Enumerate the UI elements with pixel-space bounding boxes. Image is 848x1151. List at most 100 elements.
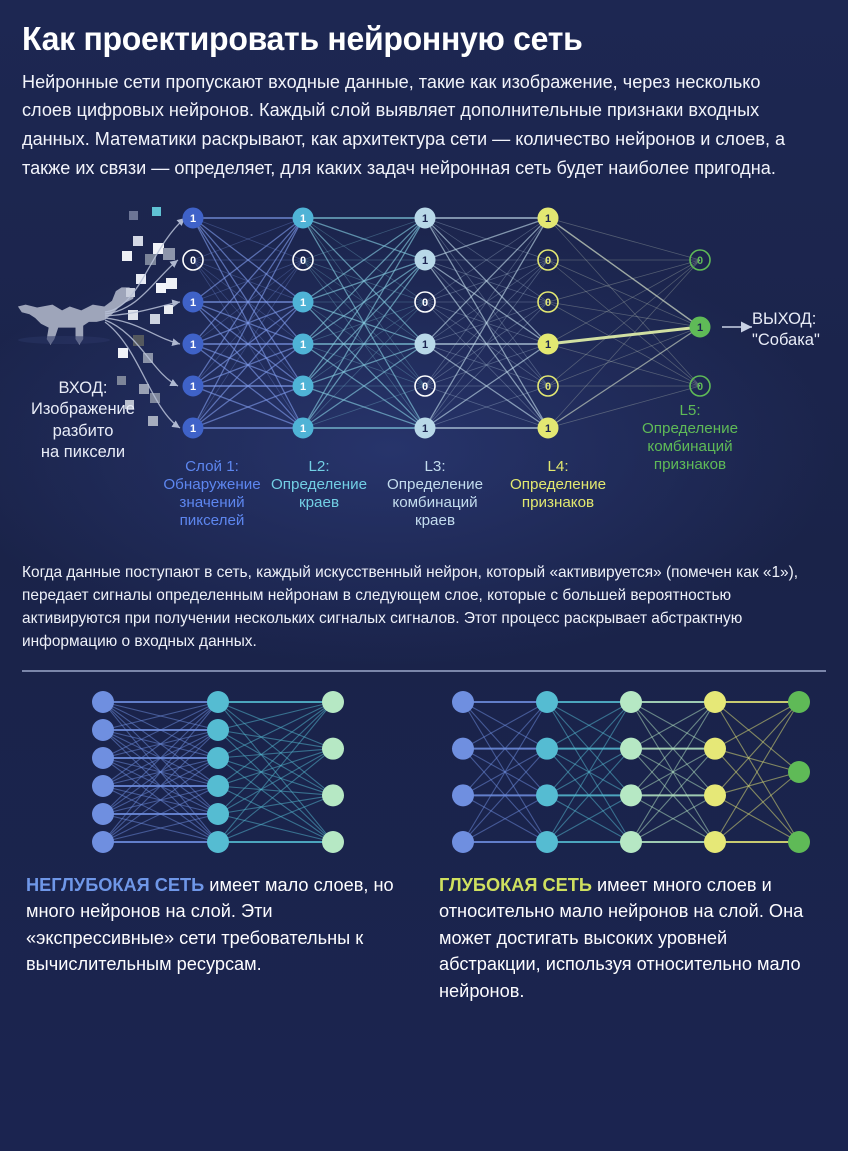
neuron-1-1 — [206, 718, 229, 741]
svg-text:0: 0 — [545, 381, 551, 393]
svg-text:0: 0 — [300, 255, 306, 267]
neuron-L4-4: 0 — [537, 375, 559, 397]
neuron-2-0 — [321, 690, 344, 713]
svg-text:1: 1 — [190, 381, 196, 393]
neuron-L1-3: 1 — [182, 333, 204, 355]
neuron-L1-4: 1 — [182, 375, 204, 397]
neuron-L4-3: 1 — [537, 333, 559, 355]
neuron-L3-4: 0 — [414, 375, 436, 397]
neuron-L4-1: 0 — [537, 249, 559, 271]
neuron-1-0 — [535, 690, 558, 713]
neuron-L3-0: 1 — [414, 207, 436, 229]
neuron-0-0 — [91, 690, 114, 713]
svg-text:1: 1 — [190, 423, 196, 435]
neuron-3-0 — [703, 690, 726, 713]
neuron-L5-0: 0 — [689, 249, 711, 271]
svg-text:1: 1 — [545, 423, 551, 435]
neuron-L5-2: 0 — [689, 375, 711, 397]
neuron-2-1 — [619, 737, 642, 760]
layer-heading-L5: L5: — [679, 402, 701, 420]
input-label-line4: на пиксели — [40, 443, 126, 462]
shallow-column: НЕГЛУБОКАЯ СЕТЬ имеет мало слоев, но мно… — [14, 686, 421, 1005]
layer-heading-L1: Слой 1: — [185, 458, 239, 476]
layer-body-L1: Обнаружение значений пикселей — [163, 475, 261, 529]
neuron-0-4 — [91, 802, 114, 825]
neuron-4-2 — [787, 830, 810, 853]
neuron-1-4 — [206, 802, 229, 825]
neuron-0-3 — [91, 774, 114, 797]
svg-text:1: 1 — [545, 339, 551, 351]
neuron-3-2 — [703, 784, 726, 807]
neuron-1-2 — [535, 784, 558, 807]
neuron-0-1 — [91, 718, 114, 741]
svg-text:0: 0 — [697, 255, 703, 267]
neuron-0-3 — [451, 830, 474, 853]
neuron-0-2 — [91, 746, 114, 769]
svg-text:1: 1 — [300, 297, 306, 309]
neuron-L3-2: 0 — [414, 291, 436, 313]
svg-text:1: 1 — [300, 339, 306, 351]
neuron-L1-5: 1 — [182, 417, 204, 439]
neuron-2-0 — [619, 690, 642, 713]
svg-text:1: 1 — [300, 213, 306, 225]
neuron-L1-1: 0 — [182, 249, 204, 271]
neuron-2-3 — [619, 830, 642, 853]
neuron-1-3 — [535, 830, 558, 853]
neuron-L2-3: 1 — [292, 333, 314, 355]
layer-body-L5: Определение комбинаций признаков — [641, 419, 739, 473]
svg-text:1: 1 — [300, 423, 306, 435]
neuron-L3-3: 1 — [414, 333, 436, 355]
deep-keyword: ГЛУБОКАЯ СЕТЬ — [439, 874, 592, 895]
neuron-2-2 — [321, 784, 344, 807]
neuron-1-3 — [206, 774, 229, 797]
layer-body-L2: Определение краев — [270, 475, 368, 511]
svg-text:1: 1 — [190, 213, 196, 225]
deep-caption-rest: имеет много слоев и относительно мало не… — [439, 874, 804, 1001]
neuron-L2-1: 0 — [292, 249, 314, 271]
shallow-keyword: НЕГЛУБОКАЯ СЕТЬ — [26, 874, 205, 895]
svg-text:0: 0 — [422, 297, 428, 309]
main-network-diagram: 1 0 1 1 1 1 1 0 1 1 1 1 1 1 0 1 0 1 1 0 0 1 0 1 0 1 0 ВХОД: Изобра… — [0, 188, 848, 556]
neuron-2-2 — [619, 784, 642, 807]
neuron-4-0 — [787, 690, 810, 713]
bottom-section: НЕГЛУБОКАЯ СЕТЬ имеет мало слоев, но мно… — [0, 686, 848, 1005]
neuron-0-1 — [451, 737, 474, 760]
layer-label-L2: L2: Определение краев — [263, 458, 375, 512]
output-label-line2: "Собака" — [752, 331, 820, 350]
header: Как проектировать нейронную сеть Нейронн… — [0, 0, 848, 182]
neuron-L4-2: 0 — [537, 291, 559, 313]
neuron-2-3 — [321, 830, 344, 853]
svg-text:1: 1 — [422, 255, 428, 267]
layer-label-L1: Слой 1: Обнаружение значений пикселей — [159, 458, 265, 530]
neuron-1-2 — [206, 746, 229, 769]
mid-paragraph: Когда данные поступают в сеть, каждый ис… — [22, 564, 799, 650]
svg-text:0: 0 — [545, 255, 551, 267]
neuron-L2-0: 1 — [292, 207, 314, 229]
svg-text:1: 1 — [545, 213, 551, 225]
neuron-L4-5: 1 — [537, 417, 559, 439]
neuron-3-1 — [703, 737, 726, 760]
neuron-4-1 — [787, 760, 810, 783]
output-label-line1: ВЫХОД: — [752, 310, 817, 329]
neuron-L2-4: 1 — [292, 375, 314, 397]
neuron-L3-5: 1 — [414, 417, 436, 439]
deep-network-svg — [451, 690, 810, 853]
neuron-L1-2: 1 — [182, 291, 204, 313]
shallow-caption: НЕГЛУБОКАЯ СЕТЬ имеет мало слоев, но мно… — [14, 872, 421, 978]
neuron-L1-0: 1 — [182, 207, 204, 229]
layer-label-L3: L3: Определение комбинаций краев — [377, 458, 493, 530]
svg-text:1: 1 — [190, 339, 196, 351]
neuron-L2-5: 1 — [292, 417, 314, 439]
neuron-0-0 — [451, 690, 474, 713]
dog-silhouette — [17, 287, 136, 345]
neuron-L3-1: 1 — [414, 249, 436, 271]
input-label-line2: Изображение — [31, 400, 135, 419]
svg-text:1: 1 — [697, 322, 703, 334]
output-label: ВЫХОД: "Собака" — [752, 309, 848, 352]
deep-column: ГЛУБОКАЯ СЕТЬ имеет много слоев и относи… — [427, 686, 834, 1005]
neuron-0-5 — [91, 830, 114, 853]
neuron-1-1 — [535, 737, 558, 760]
neuron-L4-0: 1 — [537, 207, 559, 229]
neuron-L2-2: 1 — [292, 291, 314, 313]
layer-label-L5: L5: Определение комбинаций признаков — [620, 402, 760, 474]
